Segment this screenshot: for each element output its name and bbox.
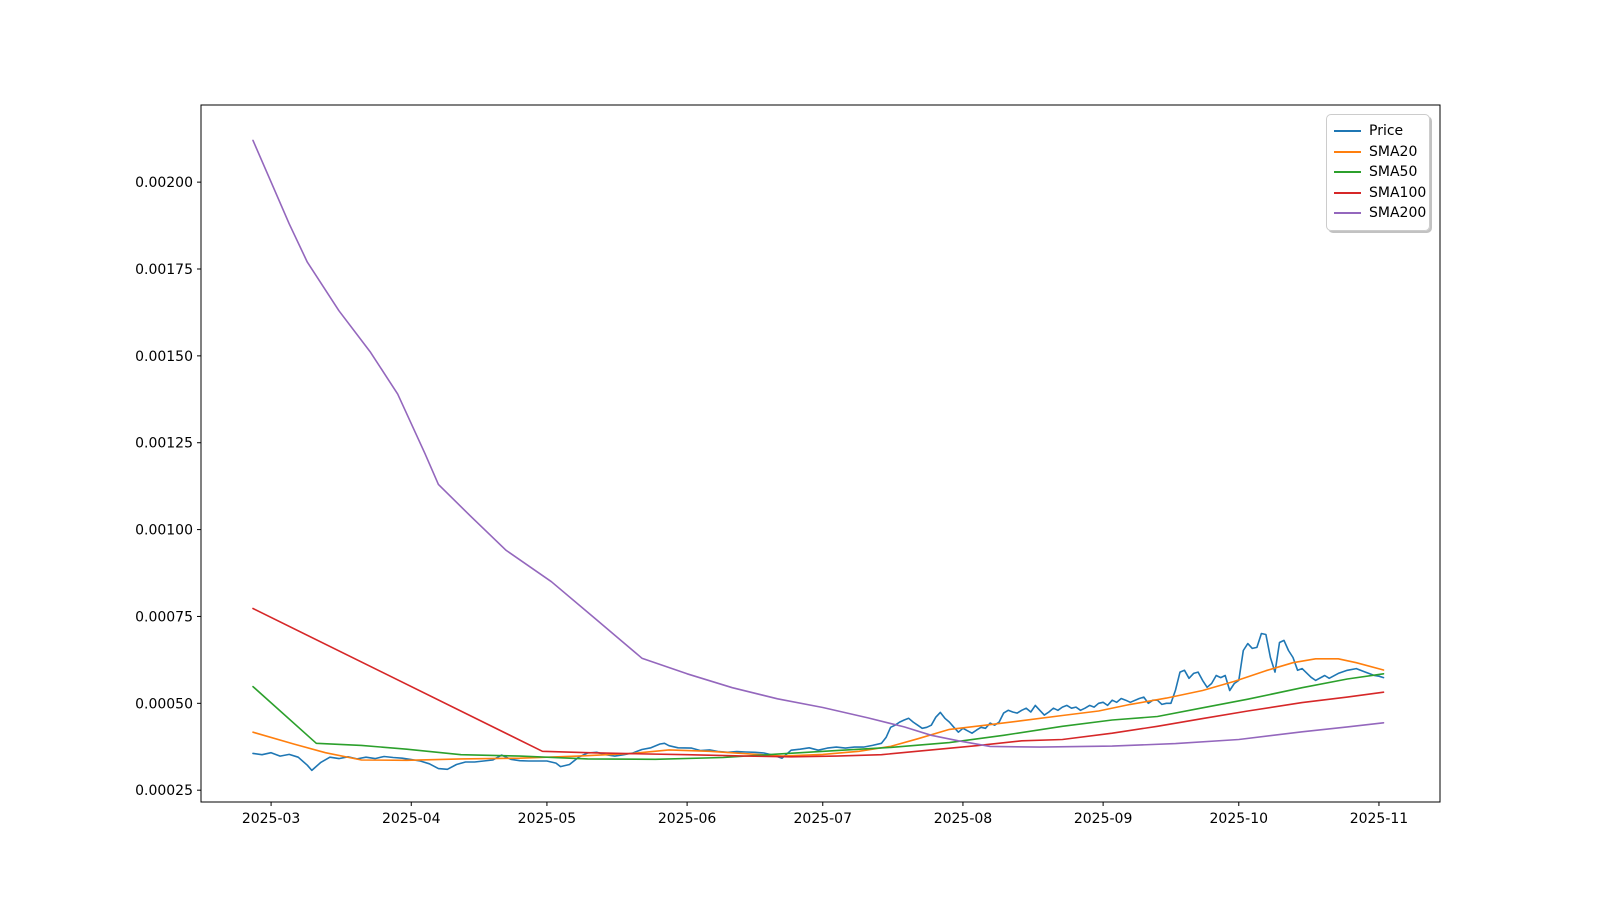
y-tick-label: 0.00100 bbox=[135, 523, 193, 539]
y-tick-label: 0.00125 bbox=[135, 436, 193, 452]
x-tick-label: 2025-11 bbox=[1350, 811, 1409, 827]
legend-label-sma20: SMA20 bbox=[1369, 143, 1418, 160]
legend: Price SMA20 SMA50 SMA100 SMA200 bbox=[1326, 114, 1430, 231]
x-tick-label: 2025-05 bbox=[518, 811, 577, 827]
legend-item-sma100: SMA100 bbox=[1334, 183, 1426, 204]
legend-item-sma50: SMA50 bbox=[1334, 162, 1421, 183]
legend-line-swatch-sma200 bbox=[1334, 212, 1361, 215]
legend-line-swatch-sma50 bbox=[1334, 171, 1361, 174]
series-line-sma100 bbox=[252, 607, 1385, 758]
y-tick-label: 0.00075 bbox=[135, 609, 193, 625]
y-tick-label: 0.00175 bbox=[135, 262, 193, 278]
legend-label-sma100: SMA100 bbox=[1369, 184, 1427, 201]
legend-item-sma20: SMA20 bbox=[1334, 142, 1421, 163]
series-group bbox=[252, 139, 1385, 772]
x-tick-label: 2025-08 bbox=[934, 811, 993, 827]
legend-line-swatch-sma100 bbox=[1334, 191, 1361, 194]
x-tick-label: 2025-04 bbox=[382, 811, 441, 827]
legend-label-sma200: SMA200 bbox=[1369, 205, 1427, 222]
x-tick-label: 2025-10 bbox=[1210, 811, 1269, 827]
legend-line-swatch-sma20 bbox=[1334, 150, 1361, 153]
x-tick-label: 2025-06 bbox=[658, 811, 717, 827]
y-tick-label: 0.00025 bbox=[135, 783, 193, 799]
y-tick-label: 0.00200 bbox=[135, 175, 193, 191]
y-tick-label: 0.00050 bbox=[135, 696, 193, 712]
x-tick-label: 2025-03 bbox=[242, 811, 301, 827]
legend-item-price: Price bbox=[1334, 121, 1421, 142]
series-line-sma50 bbox=[252, 672, 1385, 761]
series-line-price bbox=[252, 632, 1385, 772]
y-tick-label: 0.00150 bbox=[135, 349, 193, 365]
legend-item-sma200: SMA200 bbox=[1334, 203, 1426, 224]
series-line-sma20 bbox=[252, 657, 1385, 762]
legend-line-swatch-price bbox=[1334, 130, 1361, 133]
y-axis: 0.00025 0.00050 0.00075 0.00100 0.00125 0.001… bbox=[135, 175, 201, 799]
x-tick-label: 2025-07 bbox=[794, 811, 853, 827]
legend-label-price: Price bbox=[1369, 123, 1404, 140]
series-line-sma200 bbox=[252, 139, 1385, 748]
legend-label-sma50: SMA50 bbox=[1369, 164, 1418, 181]
axes-frame bbox=[200, 104, 1441, 803]
x-tick-label: 2025-09 bbox=[1074, 811, 1133, 827]
x-axis: 2025-03 2025-04 2025-05 2025-06 2025-07 2025-… bbox=[242, 802, 1408, 827]
